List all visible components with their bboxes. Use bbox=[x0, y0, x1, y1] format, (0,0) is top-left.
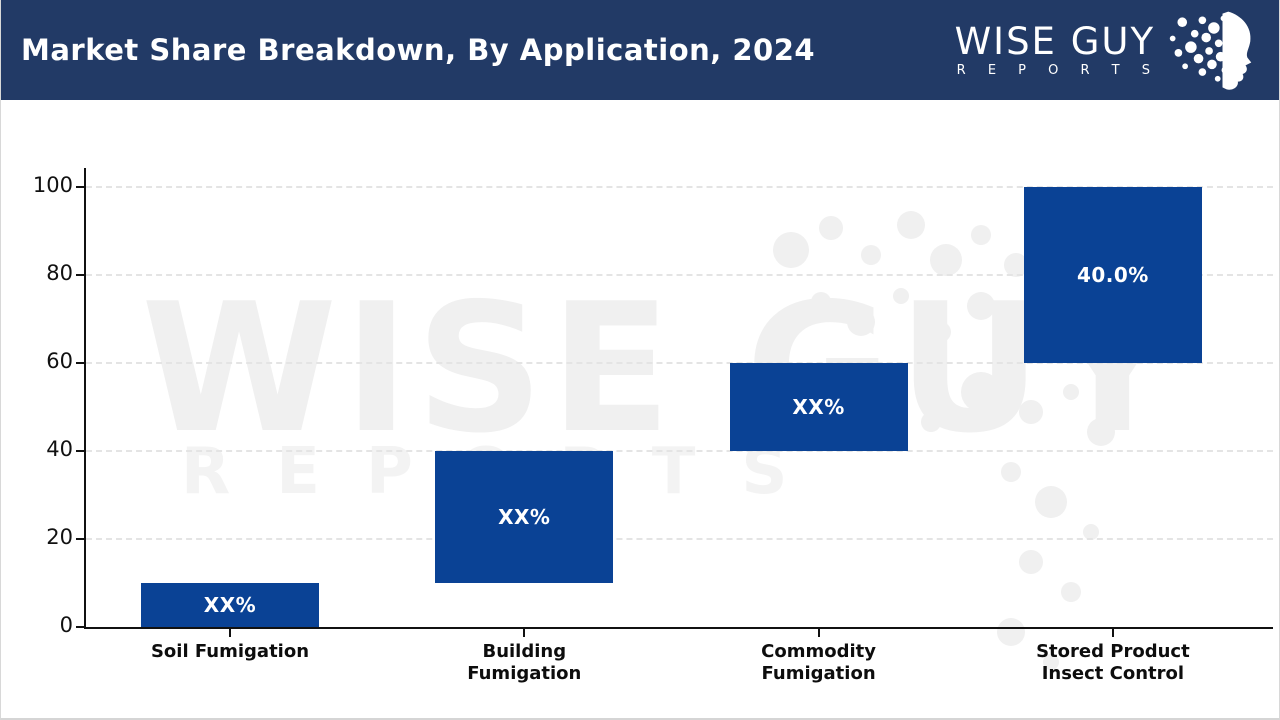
chart-title: Market Share Breakdown, By Application, … bbox=[21, 33, 816, 67]
y-tick-mark bbox=[76, 538, 86, 540]
bar: 40.0% bbox=[1023, 187, 1202, 363]
x-tick-mark bbox=[1111, 629, 1114, 637]
gridline bbox=[86, 186, 1273, 188]
logo-wordmark: WISE GUY bbox=[954, 20, 1156, 63]
x-tick-mark bbox=[523, 629, 526, 637]
bar-value-label: XX% bbox=[203, 593, 257, 617]
bar: XX% bbox=[729, 363, 908, 451]
x-tick-mark bbox=[817, 629, 820, 637]
logo-subtitle: R E P O R T S bbox=[956, 63, 1159, 78]
y-axis-spine bbox=[84, 168, 86, 629]
x-tick-label: Building Fumigation bbox=[467, 641, 582, 684]
wise-guy-reports-logo: WISE GUY R E P O R T S bbox=[951, 7, 1257, 93]
bar-value-label: 40.0% bbox=[1076, 263, 1149, 287]
x-tick-label: Stored Product Insect Control bbox=[1036, 641, 1190, 684]
bar: XX% bbox=[435, 451, 614, 583]
y-tick-label: 80 bbox=[46, 261, 73, 285]
y-tick-label: 0 bbox=[59, 613, 73, 637]
y-tick-mark bbox=[76, 362, 86, 364]
x-tick-label: Commodity Fumigation bbox=[761, 641, 877, 684]
gridline bbox=[86, 450, 1273, 452]
y-tick-label: 100 bbox=[32, 173, 73, 197]
gridline bbox=[86, 538, 1273, 540]
x-axis-spine bbox=[84, 627, 1273, 629]
bar: XX% bbox=[141, 583, 319, 627]
gridline bbox=[86, 274, 1273, 276]
y-tick-label: 60 bbox=[46, 349, 73, 373]
dotted-face-logo-icon bbox=[1169, 11, 1252, 90]
bar-value-label: XX% bbox=[792, 395, 845, 419]
header-band: Market Share Breakdown, By Application, … bbox=[1, 0, 1279, 100]
y-tick-mark bbox=[76, 450, 86, 452]
gridline bbox=[86, 362, 1273, 364]
logo-text: WISE GUY R E P O R T S bbox=[951, 23, 1159, 77]
x-tick-mark bbox=[229, 629, 231, 637]
y-tick-label: 20 bbox=[46, 525, 73, 549]
bar-value-label: XX% bbox=[498, 505, 551, 529]
x-tick-label: Soil Fumigation bbox=[150, 641, 310, 662]
y-tick-mark bbox=[76, 626, 86, 628]
y-tick-label: 40 bbox=[46, 437, 73, 461]
y-tick-mark bbox=[76, 186, 86, 188]
y-tick-mark bbox=[76, 274, 86, 276]
